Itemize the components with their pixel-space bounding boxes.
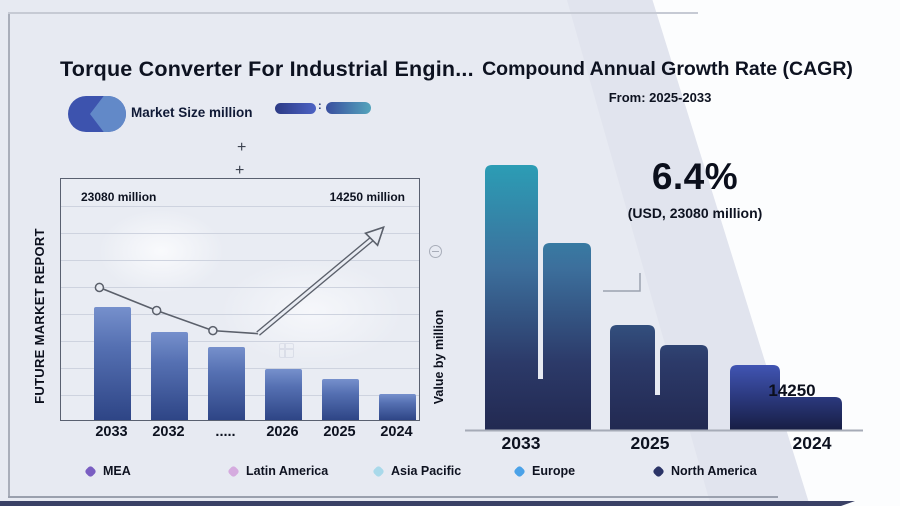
bar-2025 xyxy=(322,379,359,420)
x-axis-labels: 2033 2032..... 2026 2025 2024 xyxy=(60,424,420,440)
pill-chevron-icon xyxy=(90,96,126,132)
value-label-14250: 14250 xyxy=(768,381,816,400)
ghost-table-icon xyxy=(279,343,294,358)
cagr-subtitle: From: 2025-2033 xyxy=(608,90,712,105)
left-chart-plot-area: 23080 million 14250 million xyxy=(60,178,420,421)
bar-..... xyxy=(208,347,245,420)
x-label-2024: 2024 xyxy=(792,433,832,453)
bar-2026 xyxy=(265,369,302,420)
x-label-2033: 2033 xyxy=(95,424,128,440)
legend-diamond-icon xyxy=(84,464,97,478)
x-label-2025: 2025 xyxy=(630,433,670,453)
step-line-decoration xyxy=(603,273,641,292)
trend-line xyxy=(99,286,259,335)
minus-circle-icon xyxy=(429,245,442,258)
trend-marker xyxy=(151,305,162,316)
plus-mark-icon: + xyxy=(237,139,247,156)
x-label-.....: ..... xyxy=(215,424,236,440)
bar-2024 xyxy=(379,394,416,420)
watermark-vertical-text: FUTURE MARKET REPORT xyxy=(32,228,47,404)
bar-2033 xyxy=(94,307,131,420)
frame-left-edge xyxy=(8,12,10,496)
gridline xyxy=(61,206,419,207)
trend-marker xyxy=(94,282,105,293)
arrow-shaft-core xyxy=(257,238,373,335)
arrow-head-icon xyxy=(364,225,385,247)
legend-diamond-icon xyxy=(652,464,665,478)
right-chart-plot-area xyxy=(465,165,863,432)
cagr-value: 6.4% xyxy=(651,156,739,197)
legend-diamond-icon xyxy=(372,464,385,478)
legend-diamond-icon xyxy=(513,464,526,478)
frame-bottom-navy-strip xyxy=(0,501,855,506)
gridline xyxy=(61,314,419,315)
annotation-2033-value: 23080 million xyxy=(81,190,157,204)
y-axis-label-vertical: Value by million xyxy=(432,309,446,405)
legend-item-europe: Europe xyxy=(513,464,576,478)
x-label-2026: 2026 xyxy=(266,424,299,440)
gridline xyxy=(61,233,419,234)
trend-marker xyxy=(208,325,218,336)
market-size-pill-icon xyxy=(68,96,126,132)
bar-2032 xyxy=(151,332,188,420)
ratio-pill-left-icon xyxy=(275,103,316,114)
legend-label: MEA xyxy=(103,464,131,478)
page-title: Torque Converter For Industrial Engin... xyxy=(60,57,474,81)
frame-bottom-edge xyxy=(8,496,778,498)
gridline xyxy=(61,260,419,261)
bar-group-2033 xyxy=(485,165,591,430)
legend-item-latin-america: Latin America xyxy=(227,464,329,478)
plus-mark-icon: + xyxy=(235,162,245,179)
ratio-pill-right-icon xyxy=(326,102,371,114)
legend-item-asia-pacific: Asia Pacific xyxy=(372,464,462,478)
trend-line-with-arrow xyxy=(94,225,385,336)
legend-item-mea: MEA xyxy=(84,464,131,478)
legend-label: North America xyxy=(671,464,757,478)
ratio-separator: : xyxy=(318,100,322,112)
x-label-2033: 2033 xyxy=(501,433,541,453)
legend-label: Asia Pacific xyxy=(391,464,462,478)
legend-label: Latin America xyxy=(246,464,329,478)
cagr-title: Compound Annual Growth Rate (CAGR) xyxy=(482,58,853,80)
market-size-label: Market Size million xyxy=(131,105,253,120)
gridline xyxy=(61,287,419,288)
frame-top-edge xyxy=(8,12,698,14)
legend-diamond-icon xyxy=(227,464,240,478)
legend-label: Europe xyxy=(532,464,576,478)
bar-series xyxy=(61,307,419,420)
x-label-2024: 2024 xyxy=(380,424,413,440)
cagr-context: (USD, 23080 million) xyxy=(627,205,763,221)
bar-group-2024 xyxy=(730,365,842,430)
x-label-2025: 2025 xyxy=(323,424,356,440)
gridline xyxy=(61,341,419,342)
bar-group-2025 xyxy=(610,325,708,430)
annotation-2024-value: 14250 million xyxy=(329,190,405,204)
legend-item-north-america: North America xyxy=(652,464,757,478)
x-label-2032: 2032 xyxy=(152,424,185,440)
